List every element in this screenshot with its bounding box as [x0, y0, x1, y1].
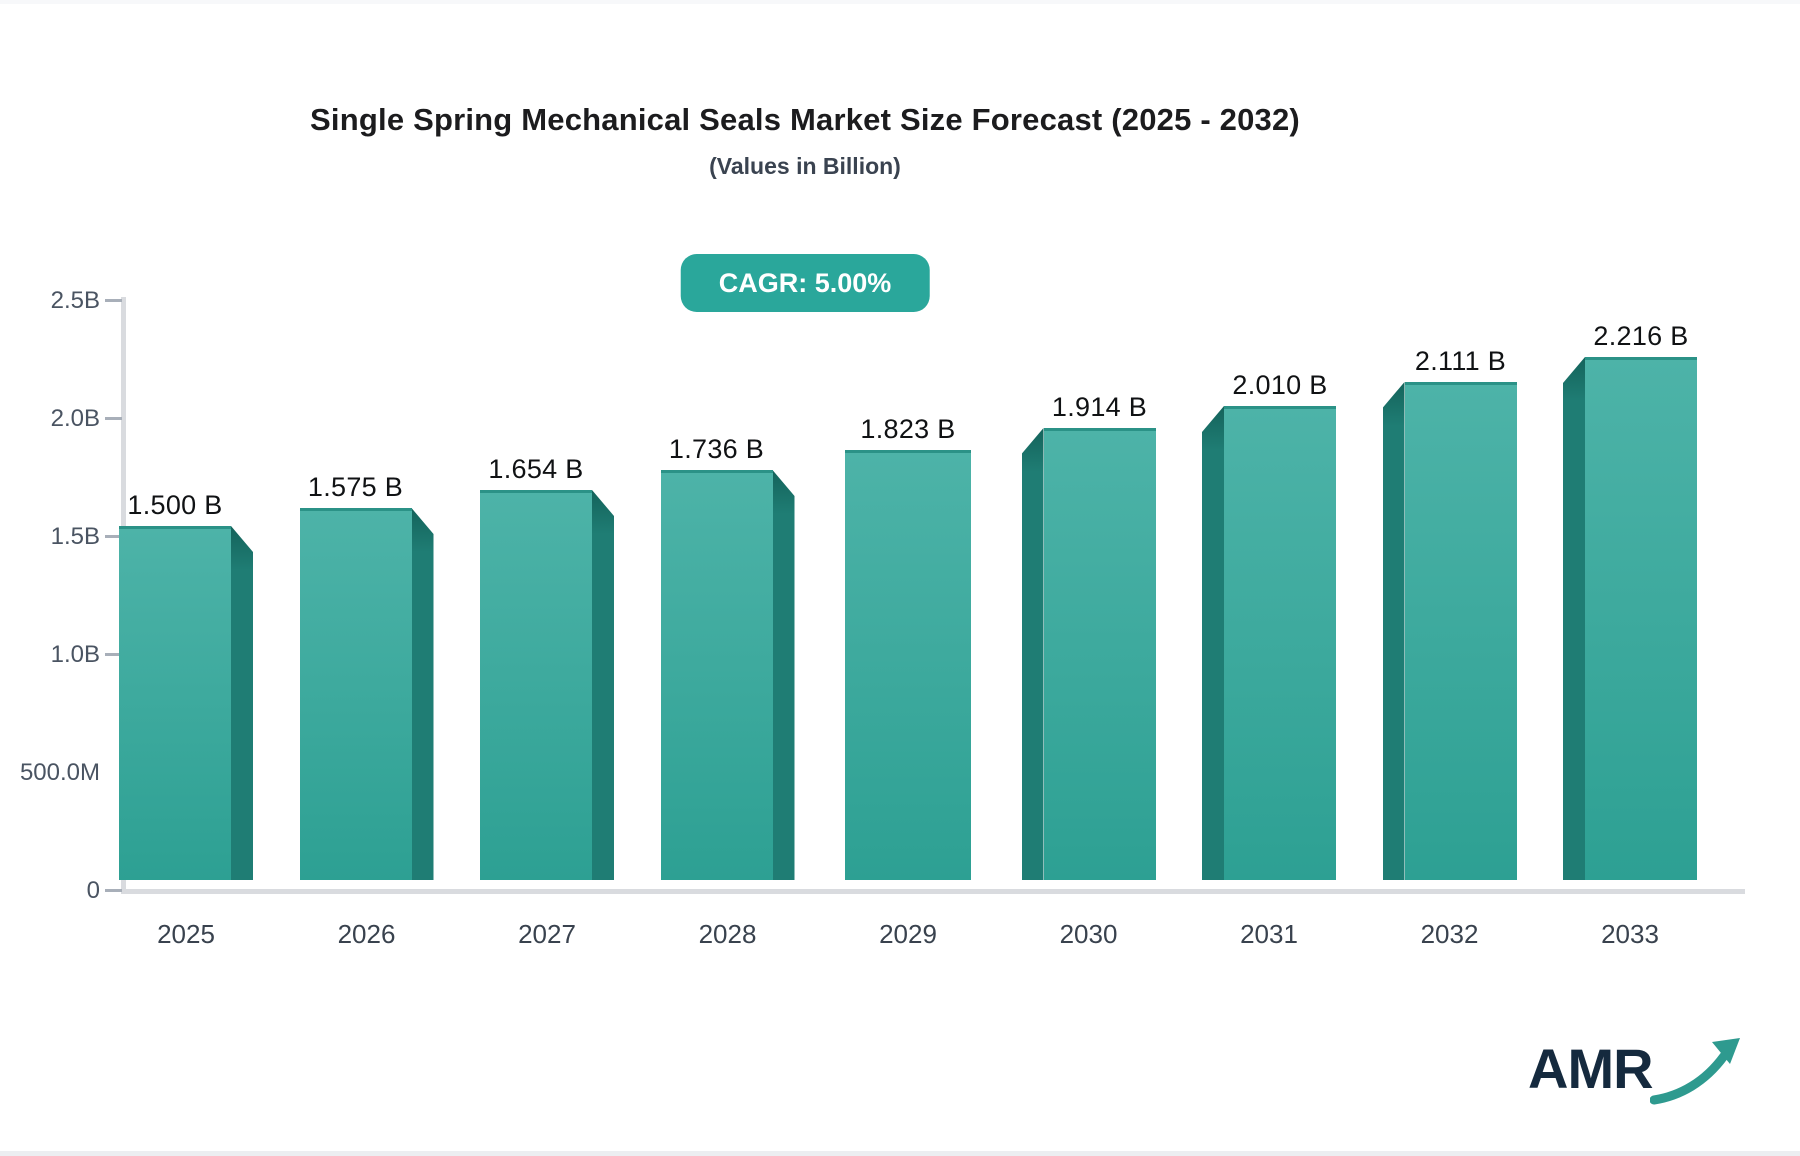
arrow-head [1712, 1038, 1740, 1064]
amr-logo: AMR [1528, 1036, 1740, 1116]
x-axis-baseline [121, 889, 1745, 894]
y-tick-label: 2.5B [50, 287, 100, 314]
x-axis-label: 2032 [1420, 919, 1479, 949]
bar-side-panel [592, 490, 614, 880]
arrow-swoosh [1650, 1051, 1729, 1105]
bar-side-panel [1382, 382, 1405, 880]
x-axis-label: 2027 [518, 919, 576, 949]
y-tick-mark [105, 417, 122, 420]
y-tick-mark [105, 535, 122, 538]
bar-side-panel [772, 470, 795, 880]
bar-value-label: 1.736 B [668, 434, 765, 464]
chart-title: Single Spring Mechanical Seals Market Si… [310, 102, 1300, 137]
bar-value-label: 1.914 B [1051, 392, 1148, 422]
amr-logo-text: AMR [1528, 1037, 1654, 1100]
bar-side-panel [1202, 406, 1224, 880]
y-tick-mark [105, 653, 122, 656]
y-tick-label: 1.0B [50, 641, 100, 668]
bar-value-label: 2.010 B [1232, 370, 1328, 400]
bar-value-label: 1.575 B [307, 472, 404, 502]
bar [1585, 357, 1697, 880]
x-axis-label: 2029 [879, 919, 937, 949]
bar-value-label: 2.216 B [1593, 321, 1689, 351]
growth-arrow-icon [1650, 1038, 1740, 1105]
bar-side-panel [1563, 357, 1585, 880]
cagr-badge: CAGR: 5.00% [680, 254, 930, 312]
bar [1404, 382, 1517, 880]
bar [1224, 406, 1336, 880]
x-axis-label: 2033 [1601, 919, 1659, 949]
x-axis-label: 2026 [337, 919, 396, 949]
bar-side-panel [231, 526, 253, 880]
bar [119, 526, 231, 880]
y-tick-mark [105, 299, 122, 302]
bar [660, 470, 773, 880]
x-axis-label: 2031 [1240, 919, 1298, 949]
bar [845, 450, 971, 880]
x-axis-label: 2028 [698, 919, 757, 949]
y-tick-label: 2.0B [50, 405, 100, 432]
chart-subtitle: (Values in Billion) [709, 153, 901, 179]
y-tick-label: 500.0M [19, 759, 100, 786]
bar-value-label: 1.654 B [488, 454, 584, 484]
bar-value-label: 1.500 B [127, 490, 223, 520]
y-tick-mark [105, 889, 122, 892]
bar [299, 508, 412, 880]
bar [1043, 428, 1156, 880]
y-tick-label: 1.5B [50, 523, 100, 550]
x-axis-label: 2030 [1059, 919, 1118, 949]
bar-value-label: 2.111 B [1414, 346, 1507, 376]
bar-side-panel [1021, 428, 1044, 880]
bar [480, 490, 592, 880]
y-tick-label: 0 [86, 877, 100, 904]
bar-value-label: 1.823 B [860, 414, 956, 444]
bar-side-panel [411, 508, 434, 880]
x-axis-label: 2025 [157, 919, 215, 949]
